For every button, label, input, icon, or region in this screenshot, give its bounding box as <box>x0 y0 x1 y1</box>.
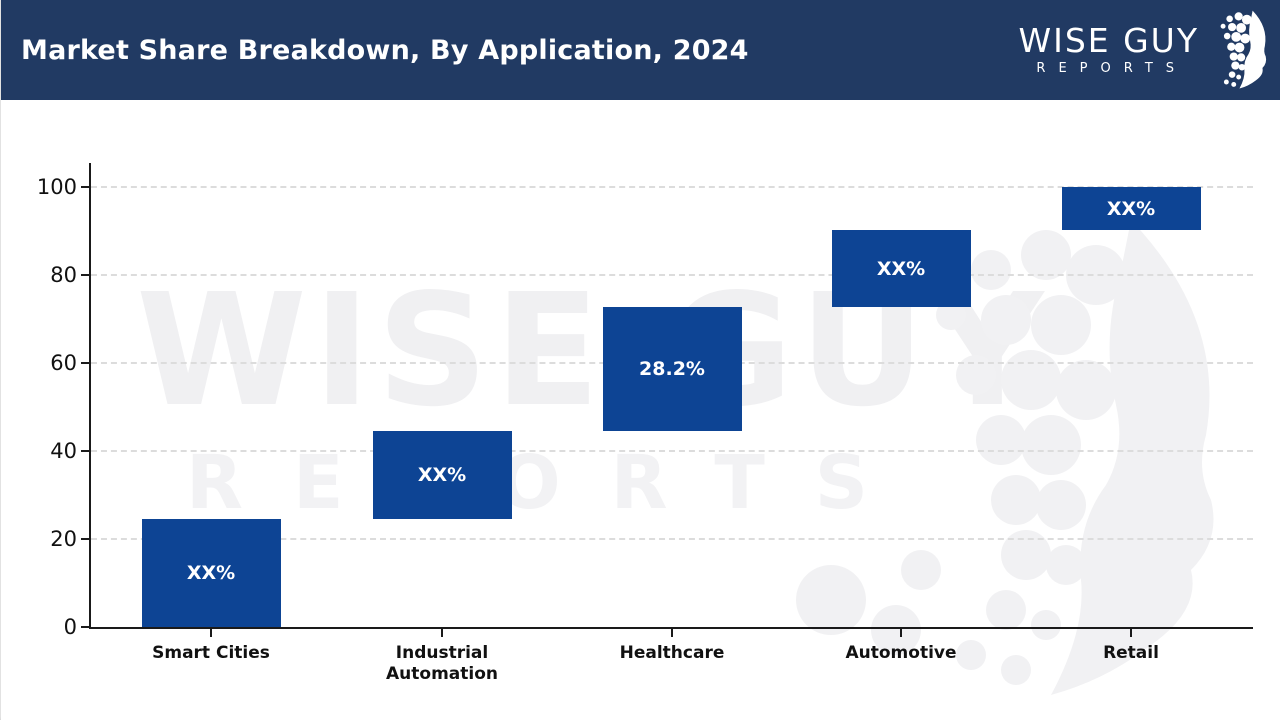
x-tick <box>671 629 673 637</box>
watermark-face-icon <box>796 220 1214 695</box>
y-tick <box>81 274 89 276</box>
y-tick <box>81 186 89 188</box>
bar-smart-cities: XX% <box>141 519 281 627</box>
gridline <box>91 450 1253 452</box>
y-tick <box>81 362 89 364</box>
y-tick-label: 0 <box>63 615 77 639</box>
y-tick-label: 100 <box>36 175 77 199</box>
logo-subtitle: REPORTS <box>1036 61 1188 76</box>
y-tick <box>81 450 89 452</box>
bar-industrial-automation: XX% <box>372 431 512 520</box>
watermark-text: REPORTS <box>186 440 919 526</box>
gridline <box>91 538 1253 540</box>
bar-value-label: XX% <box>1106 197 1156 220</box>
bar-value-label: XX% <box>186 562 236 585</box>
y-tick-label: 80 <box>50 263 77 287</box>
x-tick <box>210 629 212 637</box>
y-tick-label: 20 <box>50 527 77 551</box>
x-tick <box>900 629 902 637</box>
y-tick-label: 40 <box>50 439 77 463</box>
logo-wordmark: WISE GUY <box>1018 21 1199 60</box>
x-axis <box>89 627 1253 629</box>
y-tick <box>81 538 89 540</box>
y-tick <box>81 626 89 628</box>
plot: 0 20 40 60 80 100 XX% Smart Cities XX% Industrial… <box>1 100 1280 720</box>
gridline <box>91 274 1253 276</box>
header-bar: Market Share Breakdown, By Application, … <box>1 0 1280 100</box>
wise-guy-reports-logo: WISE GUY REPORTS <box>1018 10 1271 90</box>
y-tick-label: 60 <box>50 351 77 375</box>
bar-value-label: 28.2% <box>639 358 705 381</box>
bar-healthcare: 28.2% <box>602 307 742 432</box>
x-axis-label: Industrial Automation <box>386 643 498 684</box>
logo-face-icon <box>1220 10 1267 89</box>
bar-automotive: XX% <box>831 230 971 308</box>
x-axis-label: Smart Cities <box>152 643 270 663</box>
x-axis-label: Healthcare <box>619 643 725 663</box>
chart-area: WISE GUY REPORTS 0 20 40 60 80 100 XX% Smart Ci… <box>1 100 1280 720</box>
logo-text: WISE GUY REPORTS <box>1018 21 1199 77</box>
x-axis-label: Retail <box>1103 643 1159 663</box>
bar-retail: XX% <box>1061 187 1201 231</box>
page-title: Market Share Breakdown, By Application, … <box>21 34 749 66</box>
y-axis <box>89 163 91 629</box>
x-tick <box>441 629 443 637</box>
x-tick <box>1130 629 1132 637</box>
x-axis-label: Automotive <box>845 643 957 663</box>
gridline <box>91 186 1253 188</box>
bar-value-label: XX% <box>876 257 926 280</box>
bar-value-label: XX% <box>417 464 467 487</box>
